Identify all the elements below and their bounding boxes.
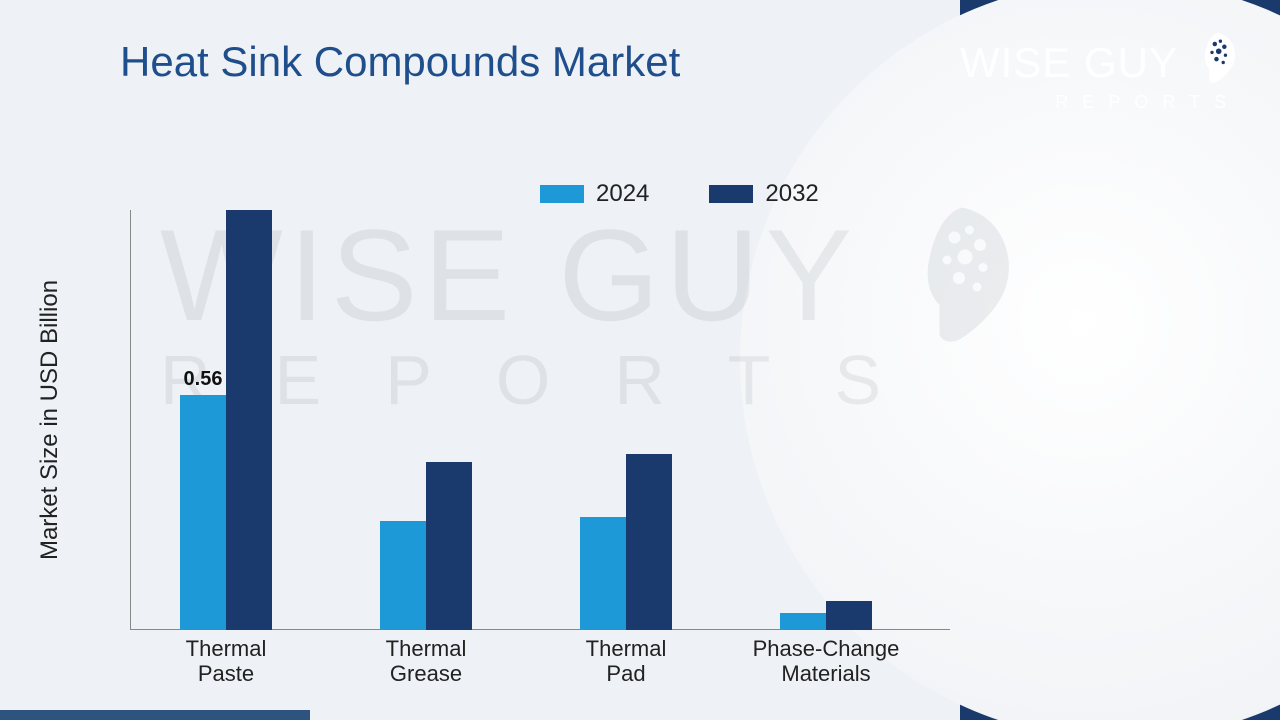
legend-label-2024: 2024: [596, 180, 649, 208]
bar: [626, 454, 672, 630]
brand-logo-line1: WISE GUY: [960, 30, 1240, 96]
bar-group: 0.56ThermalPaste: [180, 210, 272, 630]
chart-title: Heat Sink Compounds Market: [120, 38, 680, 86]
legend-item-2024: 2024: [540, 180, 649, 208]
bar-value-label: 0.56: [184, 368, 223, 391]
category-label: Phase-ChangeMaterials: [736, 636, 916, 687]
bar: [826, 601, 872, 630]
brand-logo-line2: REPORTS: [960, 92, 1240, 113]
brand-logo: WISE GUY REPORTS: [960, 30, 1240, 113]
legend: 2024 2032: [540, 180, 819, 208]
bar-group: ThermalGrease: [380, 462, 472, 630]
category-label: ThermalPaste: [136, 636, 316, 687]
legend-item-2032: 2032: [709, 180, 818, 208]
bar: [426, 462, 472, 630]
legend-swatch-2032: [709, 185, 753, 203]
legend-label-2032: 2032: [765, 180, 818, 208]
bar-group: Phase-ChangeMaterials: [780, 601, 872, 630]
canvas: WISE GUY REPORTS Heat Sink Compounds Mar…: [0, 0, 1280, 720]
bottom-accent-strip: [0, 710, 310, 720]
y-axis-line: [130, 210, 131, 630]
legend-swatch-2024: [540, 185, 584, 203]
chart-area: Market Size in USD Billion 2024 2032 0.5…: [60, 150, 960, 690]
y-axis-label: Market Size in USD Billion: [36, 280, 64, 560]
bar-group: ThermalPad: [580, 454, 672, 630]
brand-logo-text1: WISE GUY: [960, 39, 1178, 87]
bar: [180, 395, 226, 630]
bar: [380, 521, 426, 630]
category-label: ThermalGrease: [336, 636, 516, 687]
brand-head-icon: [1184, 30, 1240, 96]
bar: [780, 613, 826, 630]
bar: [580, 517, 626, 630]
bar: [226, 210, 272, 630]
plot-region: 0.56ThermalPaste ThermalGrease ThermalPad P…: [130, 210, 950, 630]
category-label: ThermalPad: [536, 636, 716, 687]
